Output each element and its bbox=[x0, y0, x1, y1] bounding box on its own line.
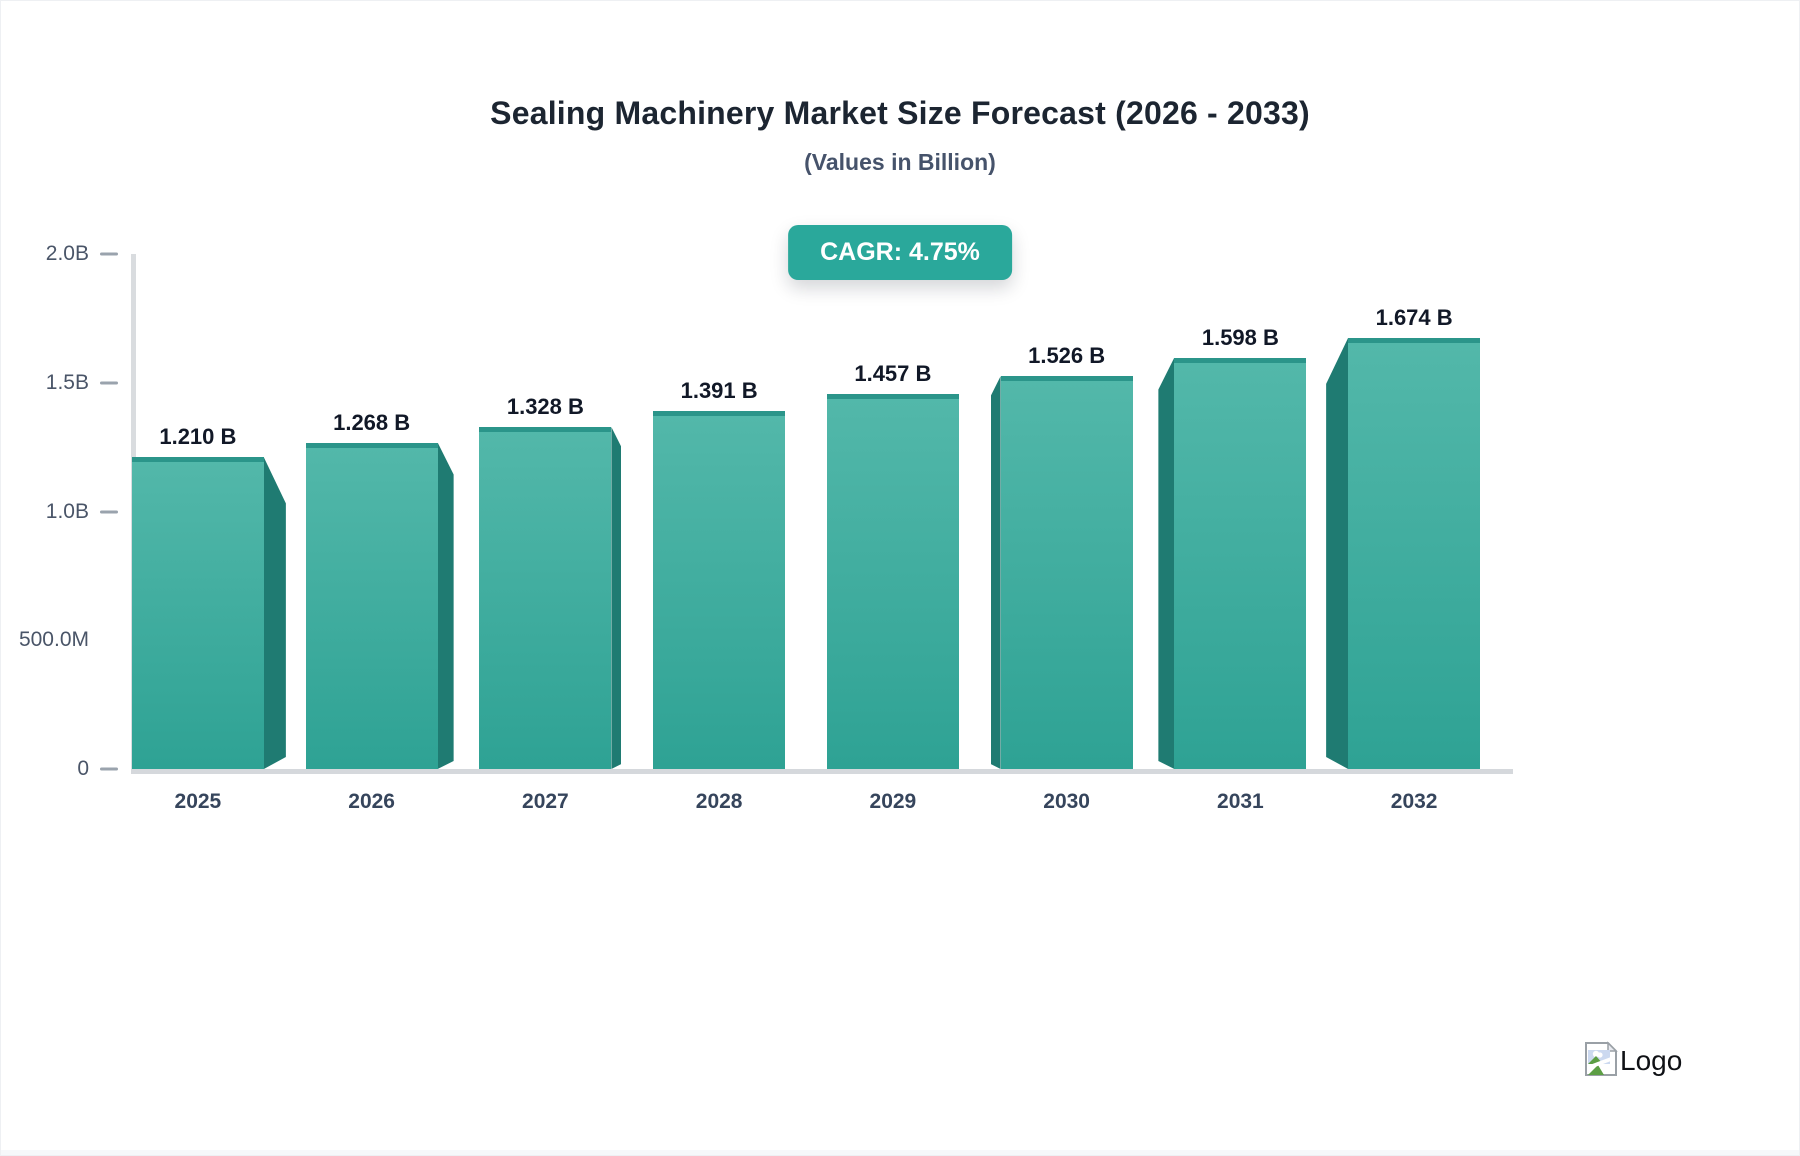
bar-top-edge bbox=[653, 410, 786, 416]
bar-value-label: 1.457 B bbox=[854, 360, 932, 386]
x-tick-label-2029: 2029 bbox=[869, 790, 917, 813]
y-tick-label: 1.5B bbox=[45, 370, 89, 394]
bar-value-label: 1.391 B bbox=[680, 377, 758, 403]
logo: Logo bbox=[1584, 1041, 1682, 1077]
cagr-badge: CAGR: 4.75% bbox=[788, 225, 1012, 280]
bar-2031: 1.598 B bbox=[1174, 325, 1307, 769]
page-title: Sealing Machinery Market Size Forecast (… bbox=[490, 95, 1310, 131]
bar-2032: 1.674 B bbox=[1348, 305, 1481, 769]
bar-value-label: 1.526 B bbox=[1028, 343, 1106, 369]
x-axis-line bbox=[131, 769, 1513, 774]
bar-top-edge bbox=[826, 393, 959, 399]
y-tick-label: 0 bbox=[77, 757, 89, 780]
y-tick-mark bbox=[100, 252, 118, 256]
bar-slot-2032: 1.674 B bbox=[1327, 254, 1501, 769]
bar-top-edge bbox=[479, 427, 612, 432]
bar-slot-2031: 1.598 B bbox=[1154, 254, 1328, 769]
bar-top-edge bbox=[305, 442, 438, 448]
bar-side-face bbox=[611, 427, 621, 769]
x-labels-row: 2025 2026 2027 2028 2029 2030 2031 2032 bbox=[111, 790, 1501, 814]
bar-top-edge bbox=[1000, 376, 1133, 382]
bar-2028: 1.391 B bbox=[653, 378, 786, 769]
bar-top-edge bbox=[131, 457, 264, 463]
bar-side-face bbox=[438, 443, 454, 770]
bar-value-label: 1.210 B bbox=[159, 424, 237, 450]
y-tick-label: 2.0B bbox=[45, 242, 89, 265]
page-subtitle: (Values in Billion) bbox=[804, 149, 996, 175]
bar-value-label: 1.674 B bbox=[1375, 304, 1453, 330]
bar-side-face bbox=[1158, 358, 1174, 770]
y-tick-label: 1.0B bbox=[45, 499, 89, 523]
bar-2029: 1.457 B bbox=[826, 361, 959, 769]
bar-slot-2027: 1.328 B bbox=[459, 254, 633, 769]
bar-slot-2026: 1.268 B bbox=[285, 254, 459, 769]
y-tick-mark bbox=[100, 510, 118, 513]
bar-slot-2029: 1.457 B bbox=[806, 254, 980, 769]
logo-alt-text: Logo bbox=[1620, 1045, 1683, 1076]
bar-value-label: 1.328 B bbox=[506, 394, 584, 419]
x-tick-label-2027: 2027 bbox=[522, 790, 569, 813]
y-tick-label: 500.0M bbox=[18, 628, 89, 652]
bar-value-label: 1.598 B bbox=[1201, 324, 1279, 350]
x-tick-label-2025: 2025 bbox=[174, 790, 222, 813]
bar-value-label: 1.268 B bbox=[333, 409, 411, 435]
bar-slot-2030: 1.526 B bbox=[980, 254, 1154, 769]
x-tick-label-2032: 2032 bbox=[1390, 790, 1438, 813]
bar-top-edge bbox=[1348, 337, 1481, 343]
bar-2030: 1.526 B bbox=[1000, 343, 1133, 769]
x-tick-label-2026: 2026 bbox=[348, 790, 395, 813]
plot-area: 2.0B 1.5B 1.0B 500.0M 0 1.210 B 1.268 B 1.328 … bbox=[19, 242, 1513, 780]
bar-side-face bbox=[1326, 338, 1348, 769]
bar-slot-2028: 1.391 B bbox=[632, 254, 806, 769]
y-tick-mark bbox=[100, 767, 118, 771]
x-tick-label-2028: 2028 bbox=[695, 790, 743, 813]
bar-2027: 1.328 B bbox=[479, 394, 612, 769]
bar-side-face bbox=[264, 457, 286, 769]
x-tick-label-2031: 2031 bbox=[1217, 790, 1264, 813]
bar-slot-2025: 1.210 B bbox=[111, 254, 285, 769]
y-tick-mark bbox=[100, 381, 118, 385]
bars-row: 1.210 B 1.268 B 1.328 B 1.391 B 1.457 B 1.526… bbox=[111, 254, 1501, 769]
bar-2026: 1.268 B bbox=[305, 410, 438, 769]
x-tick-label-2030: 2030 bbox=[1043, 790, 1090, 813]
broken-image-icon bbox=[1585, 1041, 1618, 1076]
bar-side-face bbox=[991, 376, 1001, 769]
bar-2025: 1.210 B bbox=[131, 424, 264, 769]
bar-top-edge bbox=[1174, 357, 1307, 363]
